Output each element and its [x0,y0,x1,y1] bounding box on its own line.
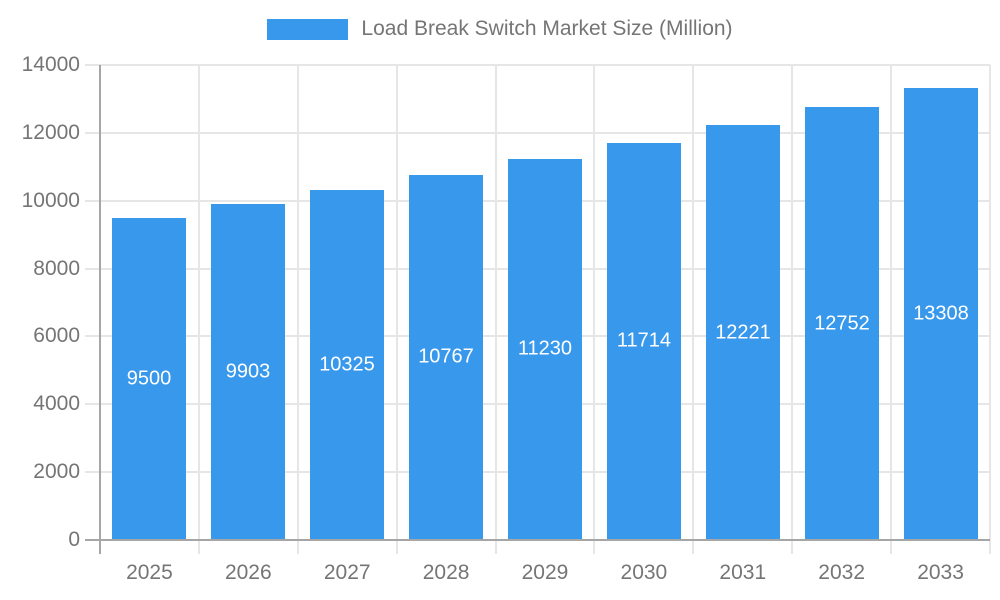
x-gridline [494,65,497,540]
legend-label: Load Break Switch Market Size (Million) [361,17,733,40]
bar: 9903 [211,204,285,540]
y-tick [85,471,100,474]
x-tick [99,540,101,554]
y-tick [85,199,100,202]
bar-value-label: 10325 [319,353,375,376]
y-axis-label: 0 [68,528,80,551]
bar: 10325 [310,189,384,540]
y-tick [85,539,100,541]
x-axis-label: 2033 [917,561,964,584]
x-gridline [395,65,398,540]
bar-value-label: 12752 [814,312,870,335]
x-tick [692,540,695,554]
x-tick [593,540,596,554]
bar-value-label: 10767 [418,345,474,368]
x-axis-label: 2027 [323,561,371,584]
x-tick [890,540,893,554]
x-gridline [692,65,695,540]
x-tick [395,540,398,554]
x-tick [989,540,991,554]
x-tick [197,540,200,554]
x-tick [791,540,794,554]
x-gridline [593,65,596,540]
bar: 12752 [805,107,879,540]
x-gridline [791,65,794,540]
bar: 9500 [112,217,186,540]
y-tick [85,403,100,406]
bar: 11714 [607,142,681,540]
y-axis-label: 4000 [33,392,80,416]
y-tick [85,131,100,134]
x-axis-label: 2030 [620,561,668,584]
x-tick [296,540,299,554]
legend-swatch [267,18,349,40]
bar-value-label: 9500 [126,367,172,390]
x-axis-label: 2026 [224,561,272,584]
y-tick [85,64,100,66]
y-axis-label: 8000 [33,256,80,280]
y-axis-label: 2000 [33,460,80,484]
bar-value-label: 11230 [517,337,573,360]
y-axis-label: 6000 [33,324,80,348]
x-axis-label: 2031 [719,561,767,584]
x-gridline [989,65,991,540]
y-tick [85,335,100,338]
y-axis-label: 10000 [21,188,80,212]
x-axis-label: 2028 [422,561,470,584]
bar-value-label: 12221 [715,321,771,344]
y-axis-line [99,65,101,540]
y-gridline [100,131,990,134]
bar-value-label: 11714 [616,329,672,352]
bar-value-label: 9903 [225,360,271,383]
bar: 11230 [508,158,582,540]
x-gridline [296,65,299,540]
y-gridline [100,64,990,66]
bar: 10767 [409,174,483,540]
x-tick [494,540,497,554]
x-gridline [890,65,893,540]
bar-value-label: 13308 [913,302,969,325]
x-axis-label: 2029 [521,561,569,584]
x-axis-line [100,539,990,541]
bar: 13308 [904,88,978,540]
bar: 12221 [706,125,780,540]
x-axis-label: 2025 [126,561,173,584]
y-axis-label: 12000 [21,120,80,144]
x-gridline [197,65,200,540]
legend-item[interactable]: Load Break Switch Market Size (Million) [0,17,1000,41]
y-axis-label: 14000 [21,53,80,76]
y-tick [85,267,100,270]
x-axis-label: 2032 [818,561,866,584]
